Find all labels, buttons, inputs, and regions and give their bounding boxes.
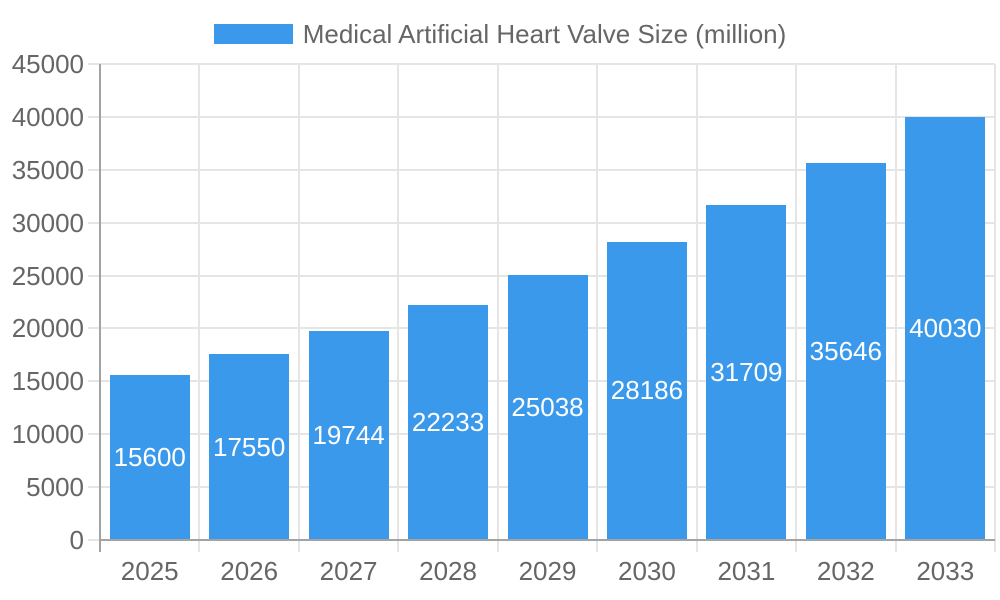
- y-tick-label: 10000: [11, 419, 84, 450]
- x-gridline: [596, 64, 599, 552]
- y-tick-label: 0: [69, 525, 84, 555]
- y-gridline: [88, 63, 995, 65]
- x-gridline: [795, 64, 798, 552]
- x-gridline: [397, 64, 400, 552]
- y-tick-label: 40000: [11, 101, 84, 132]
- x-tick-label: 2029: [518, 556, 577, 586]
- x-gridline: [894, 64, 897, 552]
- y-tick-label: 35000: [11, 154, 84, 185]
- bar-value-label: 28186: [610, 375, 684, 406]
- x-tick-label: 2026: [220, 556, 279, 586]
- bar-value-label: 17550: [213, 431, 286, 462]
- bar-value-label: 25038: [511, 392, 584, 423]
- bar-2025[interactable]: 15600: [109, 374, 190, 540]
- y-tick-label: 20000: [11, 313, 84, 344]
- y-tick-label: 30000: [11, 207, 84, 238]
- y-gridline: [88, 115, 995, 118]
- y-tick-label: 25000: [11, 260, 84, 291]
- x-tick-label: 2033: [916, 556, 975, 586]
- bar-value-label: 19744: [312, 420, 385, 451]
- bar-value-label: 15600: [113, 441, 186, 472]
- y-axis-gridline: [99, 64, 101, 552]
- x-tick-label: 2030: [618, 556, 676, 586]
- y-gridline: [88, 221, 995, 224]
- bar-value-label: 35646: [809, 335, 882, 366]
- x-gridline: [297, 64, 300, 552]
- x-tick-label: 2031: [717, 556, 776, 586]
- bar-value-label: 22233: [411, 406, 485, 437]
- y-tick-label: 5000: [26, 472, 84, 503]
- bar-2026[interactable]: 17550: [209, 354, 290, 540]
- x-axis-line: [99, 539, 995, 541]
- bar-value-label: 40030: [909, 312, 982, 343]
- x-gridline: [496, 64, 499, 552]
- x-tick-label: 2027: [319, 556, 378, 586]
- x-tick-label: 2025: [120, 556, 179, 586]
- bar-2028[interactable]: 22233: [408, 304, 489, 540]
- bar-2030[interactable]: 28186: [606, 241, 687, 540]
- chart-legend[interactable]: Medical Artificial Heart Valve Size (mil…: [0, 19, 1000, 49]
- y-tick-label: 15000: [11, 366, 84, 397]
- y-tick-label: 45000: [11, 49, 84, 79]
- bar-2031[interactable]: 31709: [706, 204, 787, 540]
- bar-2033[interactable]: 40030: [905, 116, 986, 540]
- x-tick-label: 2028: [419, 556, 477, 586]
- bar-2032[interactable]: 35646: [805, 162, 886, 540]
- bar-2029[interactable]: 25038: [507, 275, 588, 540]
- x-gridline: [198, 64, 201, 552]
- bar-2027[interactable]: 19744: [308, 331, 389, 540]
- y-gridline: [88, 168, 995, 171]
- x-tick-label: 2032: [816, 556, 875, 586]
- bar-value-label: 31709: [710, 356, 783, 387]
- x-gridline: [994, 64, 996, 552]
- legend-swatch: [213, 24, 293, 44]
- legend-title: Medical Artificial Heart Valve Size (mil…: [302, 18, 787, 49]
- x-gridline: [695, 64, 698, 552]
